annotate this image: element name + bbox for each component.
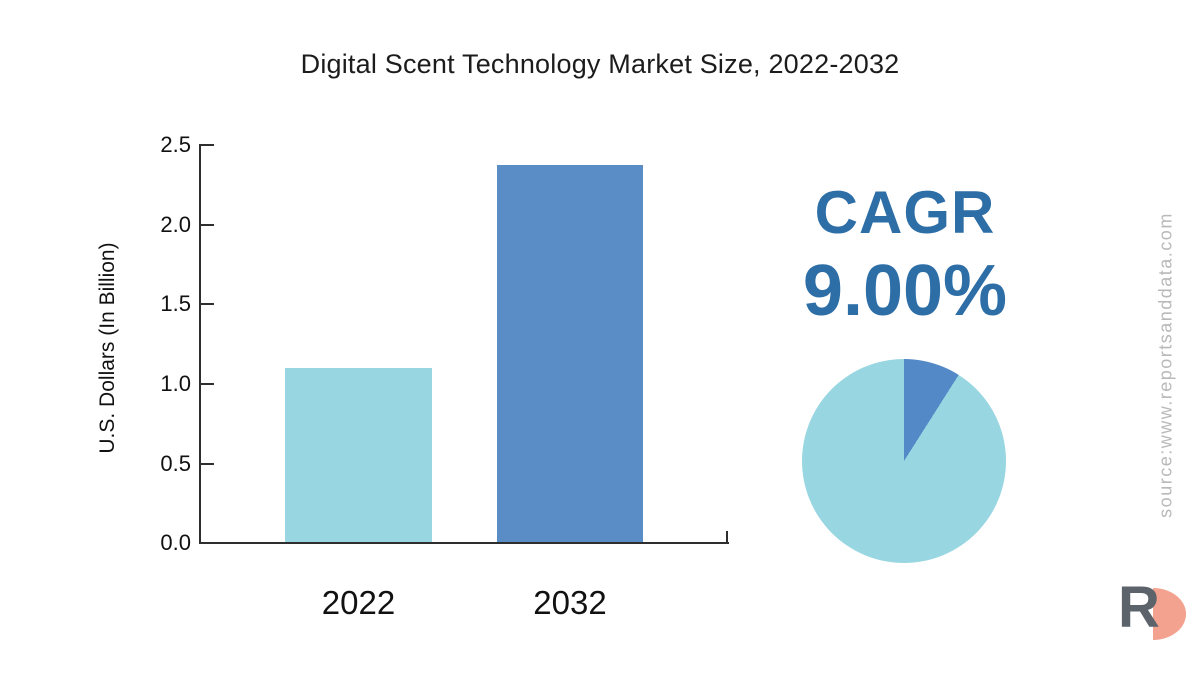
y-tick-label-1-5: 1.5 [160,291,191,316]
source-credit: source:www.reportsanddata.com [1155,212,1176,518]
bar-plot-area [0,144,1200,542]
bar-2022 [285,368,432,542]
y-tick-label-1-0: 1.0 [160,371,191,396]
chart-title: Digital Scent Technology Market Size, 20… [300,49,900,79]
y-tick-1-5 [201,303,214,305]
y-tick-label-2-0: 2.0 [160,212,191,237]
cagr-label: CAGR [814,179,996,246]
x-tick-label-2022: 2022 [321,584,396,621]
y-tick-label-0-0: 0.0 [160,530,191,555]
y-tick-2-0 [201,224,214,226]
y-tick-0-5 [201,463,214,465]
reports-and-data-logo: R [1116,579,1188,640]
logo-r-letter: R [1118,575,1160,640]
bar-2032 [497,165,643,542]
y-tick-1-0 [201,383,214,385]
cagr-value: 9.00% [802,251,1008,331]
y-axis-line [199,144,201,544]
x-axis-line [199,542,729,544]
y-tick-label-0-5: 0.5 [160,451,191,476]
pie-chart [802,359,1006,563]
x-tick-label-2032: 2032 [533,584,607,621]
x-axis-end-tick [726,531,728,543]
y-tick-2-5 [201,144,214,146]
y-tick-label-2-5: 2.5 [160,132,191,157]
